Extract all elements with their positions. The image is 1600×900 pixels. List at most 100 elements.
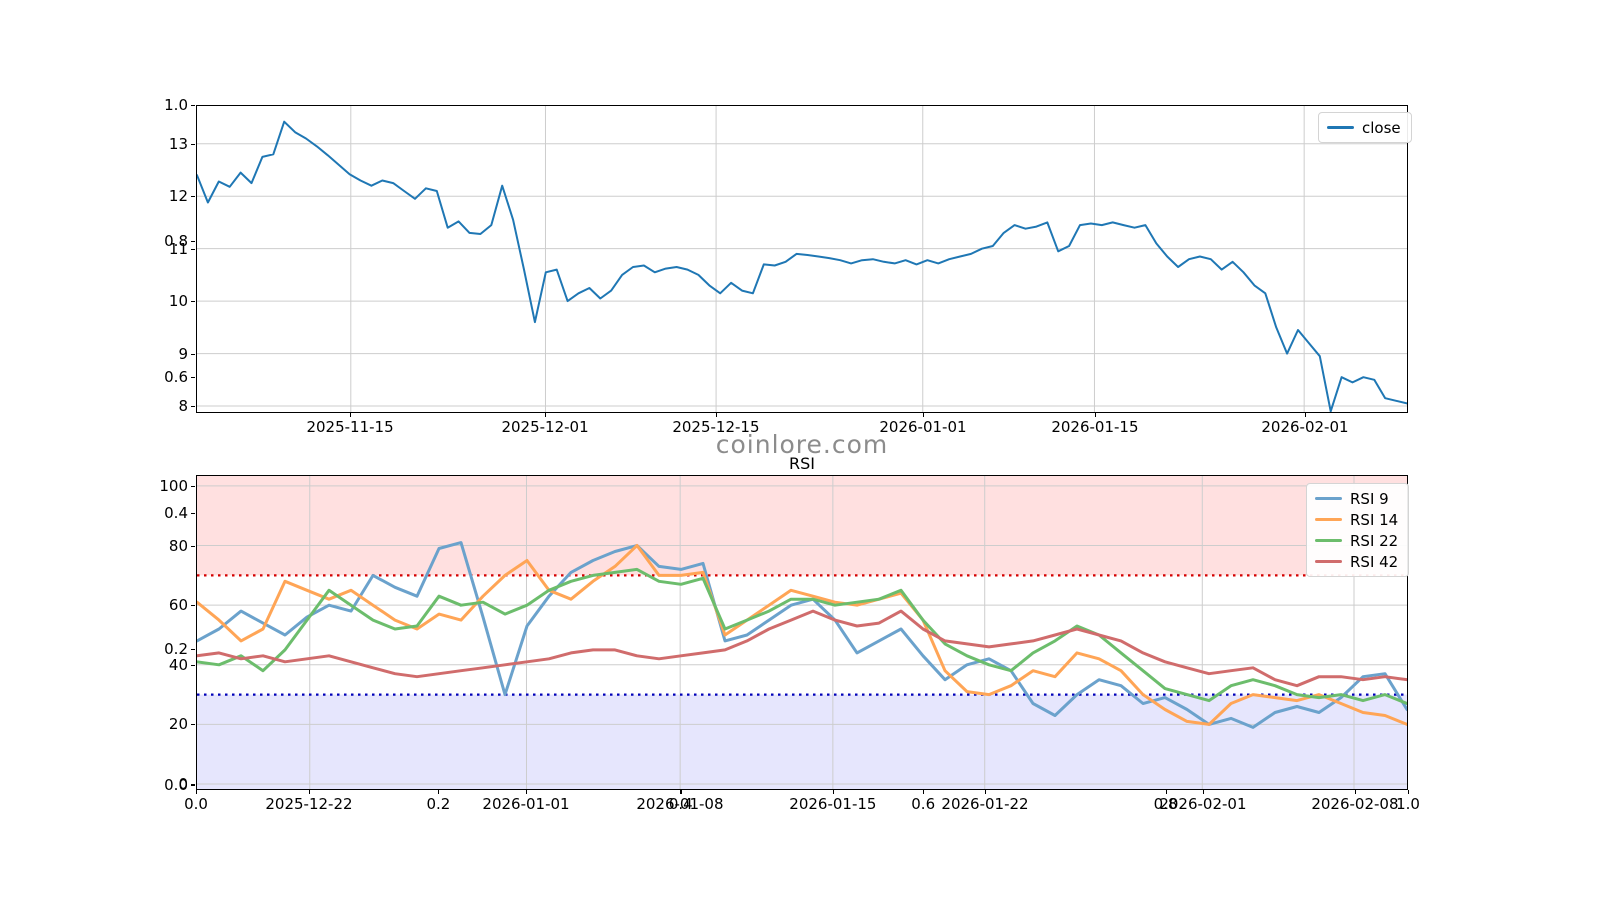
rsi-x-tick [1354,790,1356,794]
price-x-tick-label: 2026-02-01 [1261,418,1349,436]
overlay-y-tick-label: 0.4 [164,504,188,522]
rsi-y-tick [191,664,195,666]
legend-line-sample [1315,538,1342,543]
overlay-y-tick [191,785,195,786]
rsi-x-tick [832,790,834,794]
rsi-y-tick [191,605,195,607]
overlay-y-tick [191,513,195,514]
overlay-y-tick [191,105,195,106]
overlay-x-tick-label: 1.0 [1396,795,1420,813]
rsi-y-tick-label: 60 [168,596,188,615]
overlay-x-tick-label: 0.0 [184,795,208,813]
overlay-y-tick-label: 0.2 [164,640,188,658]
rsi-x-tick [308,790,310,794]
legend-row: RSI 42 [1315,551,1398,572]
price-chart-svg [197,106,1407,412]
rsi-14-line [197,544,1407,726]
price-y-tick-label: 10 [168,292,188,311]
legend-row: RSI 14 [1315,509,1398,530]
price-y-tick [191,248,195,250]
rsi-y-tick [191,784,195,786]
overlay-x-tick [680,790,682,794]
rsi-chart-axes [196,475,1408,790]
rsi-x-tick [679,790,681,794]
price-y-tick [191,301,195,303]
rsi-x-tick-label: 2026-01-08 [636,795,724,813]
overlay-x-tick [196,790,197,794]
rsi-22-line [197,567,1407,705]
legend-label: RSI 9 [1350,489,1389,508]
rsi-42-line [197,609,1407,688]
rsi-y-tick [191,724,195,726]
price-y-tick-label: 12 [168,187,188,206]
legend-line-sample [1315,517,1342,522]
legend-row: RSI 22 [1315,530,1398,551]
legend-line-sample [1315,496,1342,501]
overlay-x-tick-label: 0.4 [668,795,693,813]
price-x-tick [1304,413,1306,417]
legend-row: close [1327,117,1401,138]
price-y-tick-label: 9 [178,344,188,363]
rsi-y-tick-label: 0 [178,775,188,794]
price-legend: close [1318,112,1412,143]
price-chart-axes [196,105,1408,413]
price-y-tick [191,353,195,355]
overlay-y-tick-label: 0.8 [164,232,188,250]
legend-label: RSI 22 [1350,531,1399,550]
overlay-x-tick [438,790,440,794]
price-x-tick [715,413,717,417]
legend-label: RSI 42 [1350,552,1399,571]
rsi-x-tick-label: 2026-01-22 [941,795,1029,813]
legend-row: RSI 9 [1315,488,1398,509]
overlay-y-tick-label: 0.0 [164,776,188,794]
watermark: coinlore.com [715,430,889,459]
overlay-y-tick-label: 0.6 [164,368,188,386]
rsi-x-tick-label: 2026-02-01 [1159,795,1247,813]
rsi-x-tick-label: 2026-01-15 [789,795,877,813]
legend-label: RSI 14 [1350,510,1399,529]
rsi-subplot-title: RSI [789,454,815,473]
rsi-y-tick-label: 100 [159,476,188,495]
price-y-tick [191,143,195,145]
price-x-tick-label: 2026-01-15 [1051,418,1139,436]
price-x-tick [545,413,547,417]
close-line [197,120,1407,412]
overlay-y-tick [191,377,195,378]
overlay-x-tick [1165,790,1167,794]
rsi-legend: RSI 9 RSI 14 RSI 22 RSI 42 [1306,483,1410,577]
rsi-x-tick [985,790,986,794]
rsi-x-tick [1202,790,1204,794]
legend-line-sample [1327,126,1354,129]
overlay-x-tick-label: 0.2 [426,795,451,813]
legend-line-sample [1315,559,1342,564]
rsi-x-tick-label: 2025-12-22 [265,795,353,813]
overlay-x-tick [1408,790,1409,794]
legend-label: close [1362,118,1401,137]
price-x-tick-label: 2025-12-01 [501,418,589,436]
overlay-y-tick [191,649,195,650]
overlay-x-tick [923,790,925,794]
rsi-y-tick [191,485,195,487]
price-y-tick-label: 8 [178,397,188,416]
rsi-y-tick-label: 40 [168,655,188,674]
price-x-tick-label: 2025-12-15 [672,418,760,436]
price-y-tick-label: 13 [168,134,188,153]
rsi-chart-svg [197,476,1407,789]
price-x-tick [1094,413,1096,417]
overlay-x-tick-label: 0.6 [911,795,936,813]
rsi-y-tick-label: 80 [168,536,188,555]
rsi-x-tick-label: 2026-01-01 [482,795,570,813]
shaded-band [197,694,1407,789]
shaded-band [197,476,1407,576]
price-y-tick [191,196,195,198]
rsi-x-tick-label: 2026-02-08 [1311,795,1399,813]
rsi-x-tick [526,790,528,794]
price-x-tick [350,413,352,417]
price-x-tick [922,413,924,417]
rsi-9-line [197,541,1407,729]
rsi-y-tick-label: 20 [168,715,188,734]
price-x-tick-label: 2026-01-01 [879,418,967,436]
overlay-y-tick-label: 1.0 [164,96,188,114]
overlay-y-tick [191,241,195,242]
rsi-y-tick [191,545,195,547]
